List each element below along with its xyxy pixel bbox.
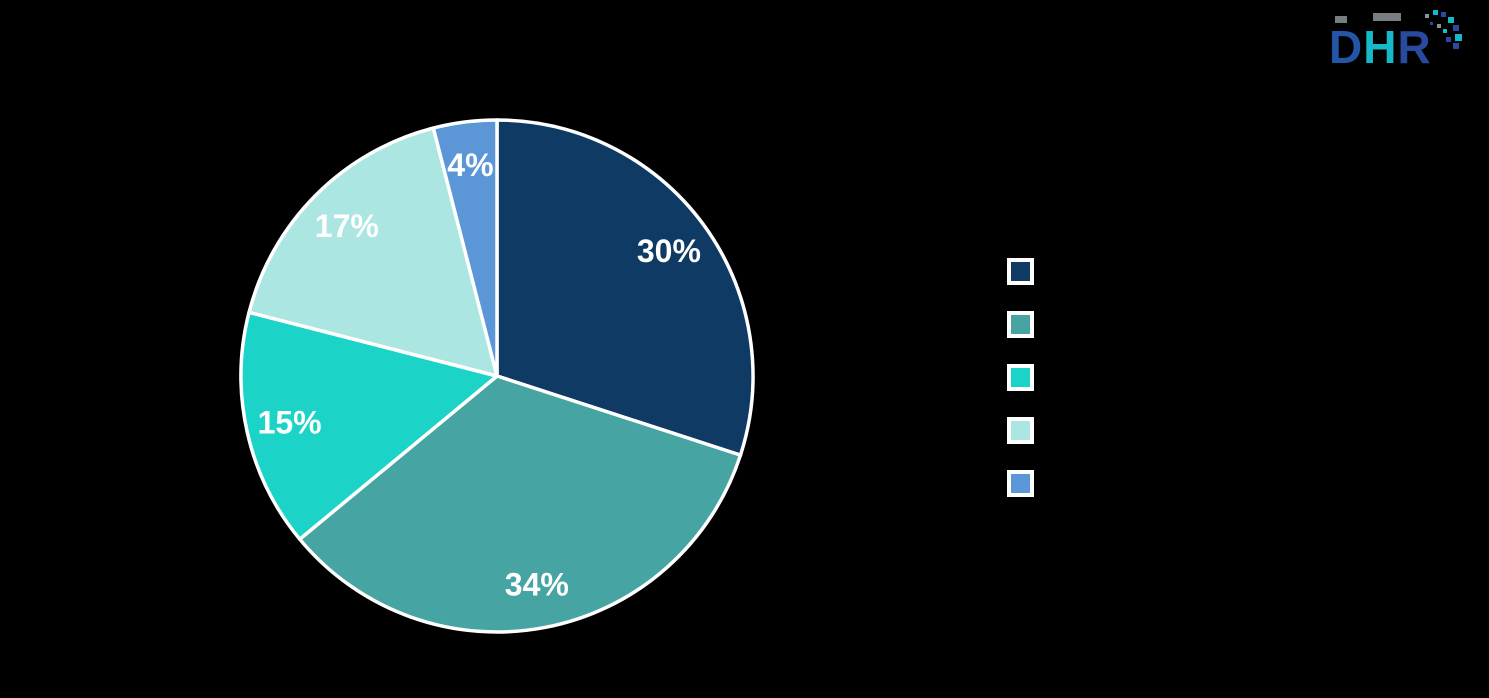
legend-item	[1007, 257, 1034, 285]
legend-item	[1007, 363, 1034, 391]
logo-letter: H	[1363, 21, 1398, 73]
pie-slice-label: 34%	[505, 567, 569, 603]
pie-slice-label: 4%	[447, 147, 493, 183]
pie-slice	[298, 374, 743, 634]
legend-item	[1007, 310, 1034, 338]
logo-dot	[1437, 24, 1441, 28]
pie-slice	[239, 310, 499, 541]
pie-slice	[431, 118, 499, 378]
pie-slices	[239, 118, 755, 634]
pie-slice	[495, 118, 755, 457]
pie-slice-label: 17%	[315, 208, 379, 244]
logo-dot	[1425, 14, 1429, 18]
logo-letter: D	[1329, 21, 1364, 73]
legend-swatch	[1007, 363, 1034, 391]
logo-dot	[1441, 12, 1446, 17]
pie-slice	[247, 126, 499, 378]
logo-wordmark: DHR	[1329, 24, 1432, 70]
legend-swatch	[1007, 469, 1034, 497]
pie-slice-labels: 30% 34% 15% 17% 4%	[258, 147, 701, 603]
logo-dot	[1453, 25, 1459, 31]
logo-accent-mark	[1335, 16, 1347, 23]
logo-dot	[1455, 34, 1462, 41]
logo-accent-mark	[1373, 13, 1401, 21]
pie-slice-label: 15%	[258, 404, 322, 440]
logo-dot	[1453, 43, 1459, 49]
dhr-logo: DHR	[1329, 8, 1462, 70]
chart-legend	[1007, 257, 1034, 522]
legend-swatch	[1007, 310, 1034, 338]
legend-item	[1007, 416, 1034, 444]
logo-dot	[1446, 37, 1451, 42]
logo-dot	[1448, 17, 1454, 23]
legend-swatch	[1007, 416, 1034, 444]
legend-item	[1007, 469, 1034, 497]
pie-slice-label: 30%	[637, 233, 701, 269]
logo-dot	[1433, 10, 1438, 15]
logo-dot	[1443, 29, 1447, 33]
legend-swatch	[1007, 257, 1034, 285]
logo-letter: R	[1397, 21, 1432, 73]
logo-dot	[1430, 22, 1433, 25]
